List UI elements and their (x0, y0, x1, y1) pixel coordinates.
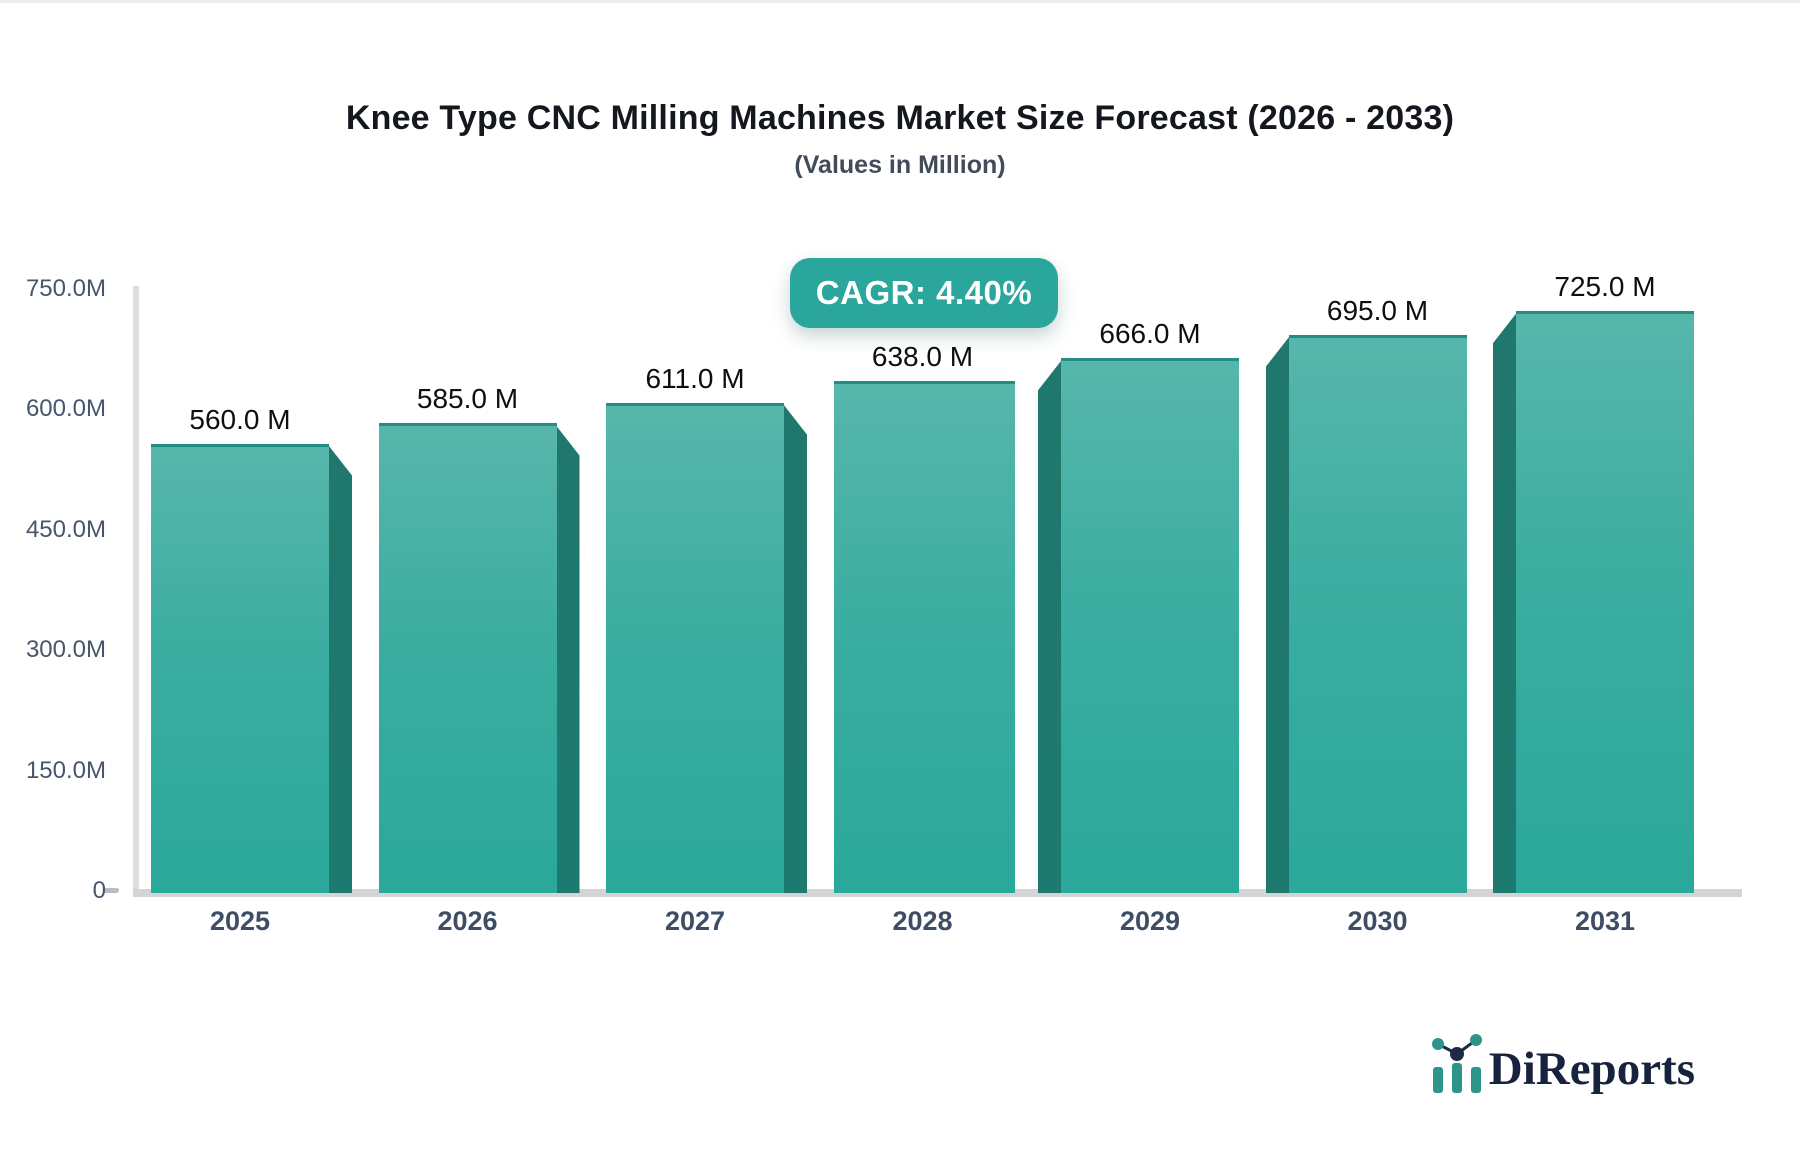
y-tick-label: 750.0M (25, 275, 106, 302)
bar-2031 (1493, 311, 1694, 893)
bar-2025 (151, 443, 352, 893)
bar-front-face (378, 423, 557, 893)
bar-side-face (1493, 311, 1518, 893)
bar-2028 (833, 380, 1015, 893)
x-axis-label-2025: 2025 (209, 906, 271, 936)
x-axis-label-2029: 2029 (1119, 906, 1181, 936)
bar-2027 (606, 402, 807, 893)
y-tick-label: 450.0M (25, 515, 106, 543)
cagr-badge: CAGR: 4.40% (790, 258, 1058, 328)
x-axis-label-2028: 2028 (892, 906, 953, 936)
bar-side-face (1038, 358, 1063, 893)
zero-tick-dash (103, 888, 119, 893)
bar-side-face (1265, 335, 1291, 893)
x-axis-baseline (133, 889, 1742, 897)
y-tick-label: 0 (92, 877, 106, 904)
y-tick-label: 300.0M (25, 636, 106, 664)
bar-2029 (1038, 358, 1239, 893)
bar-value-label: 666.0 M (1099, 318, 1201, 350)
chart-canvas: Knee Type CNC Milling Machines Market Si… (0, 3, 1800, 1156)
bar-front-face (1288, 335, 1467, 893)
brand-logo: DiReports (1431, 1031, 1695, 1093)
bar-front-face (151, 443, 329, 893)
chart-title: Knee Type CNC Milling Machines Market Si… (345, 99, 1455, 137)
y-tick-label: 150.0M (25, 756, 106, 784)
bar-side-face (327, 443, 352, 893)
x-axis-label-2026: 2026 (437, 906, 498, 936)
bar-front-face (1516, 311, 1694, 893)
y-axis-line (133, 286, 139, 896)
bar-value-label: 560.0 M (189, 403, 291, 435)
bar-side-face (554, 423, 580, 893)
bar-value-label: 638.0 M (871, 340, 974, 372)
x-axis-label-2031: 2031 (1574, 906, 1636, 936)
chart-subtitle: (Values in Million) (794, 151, 1006, 179)
bar-value-label: 695.0 M (1326, 295, 1429, 327)
brand-logo-text: DiReports (1488, 1043, 1695, 1095)
bar-value-label: 611.0 M (645, 362, 745, 394)
bar-front-face (606, 402, 784, 893)
bar-front-face (1061, 358, 1239, 893)
bar-value-label: 585.0 M (416, 383, 519, 415)
x-axis-label-2027: 2027 (664, 906, 726, 936)
bar-side-face (782, 402, 807, 893)
y-tick-label: 600.0M (25, 395, 106, 423)
mini-bar-chart-icon (1431, 1034, 1482, 1093)
x-axis-label-2030: 2030 (1347, 906, 1408, 936)
bar-2030 (1265, 335, 1467, 893)
bar-value-label: 725.0 M (1554, 271, 1656, 303)
bar-2026 (378, 423, 580, 893)
bar-front-face (833, 380, 1015, 893)
